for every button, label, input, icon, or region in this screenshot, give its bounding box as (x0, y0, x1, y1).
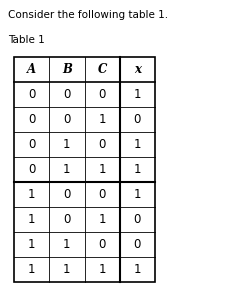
Text: 0: 0 (28, 163, 35, 176)
Text: 0: 0 (28, 88, 35, 101)
Text: 0: 0 (99, 88, 106, 101)
Text: C: C (97, 63, 107, 76)
Text: 1: 1 (98, 213, 106, 226)
Text: 0: 0 (63, 188, 71, 201)
Text: Consider the following table 1.: Consider the following table 1. (8, 10, 168, 20)
Text: 0: 0 (63, 88, 71, 101)
Text: A: A (27, 63, 36, 76)
Text: 0: 0 (28, 113, 35, 126)
Text: 0: 0 (99, 238, 106, 251)
Text: 1: 1 (63, 263, 71, 276)
Text: Table 1: Table 1 (8, 35, 45, 45)
Text: 1: 1 (134, 88, 141, 101)
Text: B: B (62, 63, 72, 76)
Text: 0: 0 (63, 113, 71, 126)
Text: 1: 1 (63, 138, 71, 151)
Text: 0: 0 (28, 138, 35, 151)
Text: 1: 1 (134, 263, 141, 276)
Text: 1: 1 (28, 263, 35, 276)
Text: 1: 1 (63, 163, 71, 176)
Text: 1: 1 (28, 213, 35, 226)
Text: 1: 1 (134, 138, 141, 151)
Text: 0: 0 (99, 138, 106, 151)
Text: 1: 1 (134, 188, 141, 201)
Text: 1: 1 (98, 113, 106, 126)
Text: 1: 1 (63, 238, 71, 251)
Text: 1: 1 (98, 263, 106, 276)
Text: 1: 1 (134, 163, 141, 176)
Text: 0: 0 (63, 213, 71, 226)
Text: 1: 1 (28, 238, 35, 251)
Text: x: x (134, 63, 141, 76)
Text: 0: 0 (134, 238, 141, 251)
Text: 1: 1 (28, 188, 35, 201)
Text: 1: 1 (98, 163, 106, 176)
Bar (14, 57, 155, 282)
Text: 0: 0 (134, 113, 141, 126)
Text: 0: 0 (99, 188, 106, 201)
Text: 0: 0 (134, 213, 141, 226)
